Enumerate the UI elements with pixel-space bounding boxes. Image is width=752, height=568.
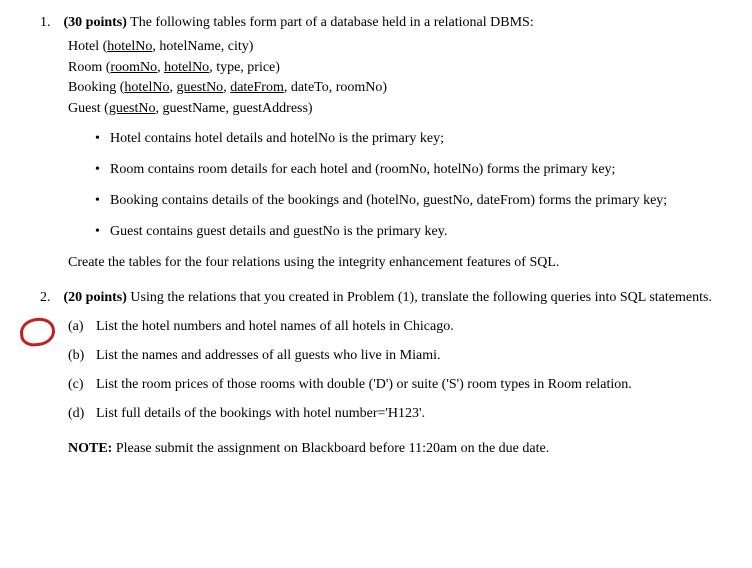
q2-d-label: (d) <box>68 403 84 424</box>
q1-task: Create the tables for the four relations… <box>68 252 722 273</box>
schema-hotel: Hotel (hotelNo, hotelName, city) <box>68 37 722 57</box>
q2-body: (20 points) Using the relations that you… <box>64 287 716 308</box>
schema-room: Room (roomNo, hotelNo, type, price) <box>68 58 722 78</box>
schema-guest: Guest (guestNo, guestName, guestAddress) <box>68 99 722 119</box>
schema-block: Hotel (hotelNo, hotelName, city) Room (r… <box>68 37 722 118</box>
q1-bullets: Hotel contains hotel details and hotelNo… <box>95 128 722 242</box>
bullet-1: Hotel contains hotel details and hotelNo… <box>95 128 722 149</box>
q2-c-label: (c) <box>68 374 84 395</box>
q2-a-label: (a) <box>68 316 84 337</box>
q1-points: (30 points) <box>64 15 127 30</box>
q1-intro: The following tables form part of a data… <box>130 15 534 30</box>
q2-b-text: List the names and addresses of all gues… <box>96 348 441 363</box>
q2-item-d: (d) List full details of the bookings wi… <box>68 403 722 424</box>
q1-number: 1. <box>40 12 60 33</box>
q2-a-text: List the hotel numbers and hotel names o… <box>96 319 454 334</box>
q2-c-text: List the room prices of those rooms with… <box>96 377 632 392</box>
bullet-4: Guest contains guest details and guestNo… <box>95 221 722 242</box>
q2-intro: Using the relations that you created in … <box>130 290 712 305</box>
q2-item-c: (c) List the room prices of those rooms … <box>68 374 722 395</box>
note-text: Please submit the assignment on Blackboa… <box>116 441 549 456</box>
q2-item-b: (b) List the names and addresses of all … <box>68 345 722 366</box>
question-2: 2. (20 points) Using the relations that … <box>40 287 722 424</box>
q2-sublist: (a) List the hotel numbers and hotel nam… <box>68 316 722 424</box>
bullet-2: Room contains room details for each hote… <box>95 159 722 180</box>
q1-body: (30 points) The following tables form pa… <box>64 12 716 33</box>
bullet-3: Booking contains details of the bookings… <box>95 190 722 211</box>
q2-item-a: (a) List the hotel numbers and hotel nam… <box>68 316 722 337</box>
q2-points: (20 points) <box>64 290 127 305</box>
q2-b-label: (b) <box>68 345 84 366</box>
q2-number: 2. <box>40 287 60 308</box>
schema-booking: Booking (hotelNo, guestNo, dateFrom, dat… <box>68 78 722 98</box>
q2-d-text: List full details of the bookings with h… <box>96 406 425 421</box>
note-label: NOTE: <box>68 441 112 456</box>
question-1: 1. (30 points) The following tables form… <box>40 12 722 273</box>
note-block: NOTE: Please submit the assignment on Bl… <box>68 438 722 459</box>
